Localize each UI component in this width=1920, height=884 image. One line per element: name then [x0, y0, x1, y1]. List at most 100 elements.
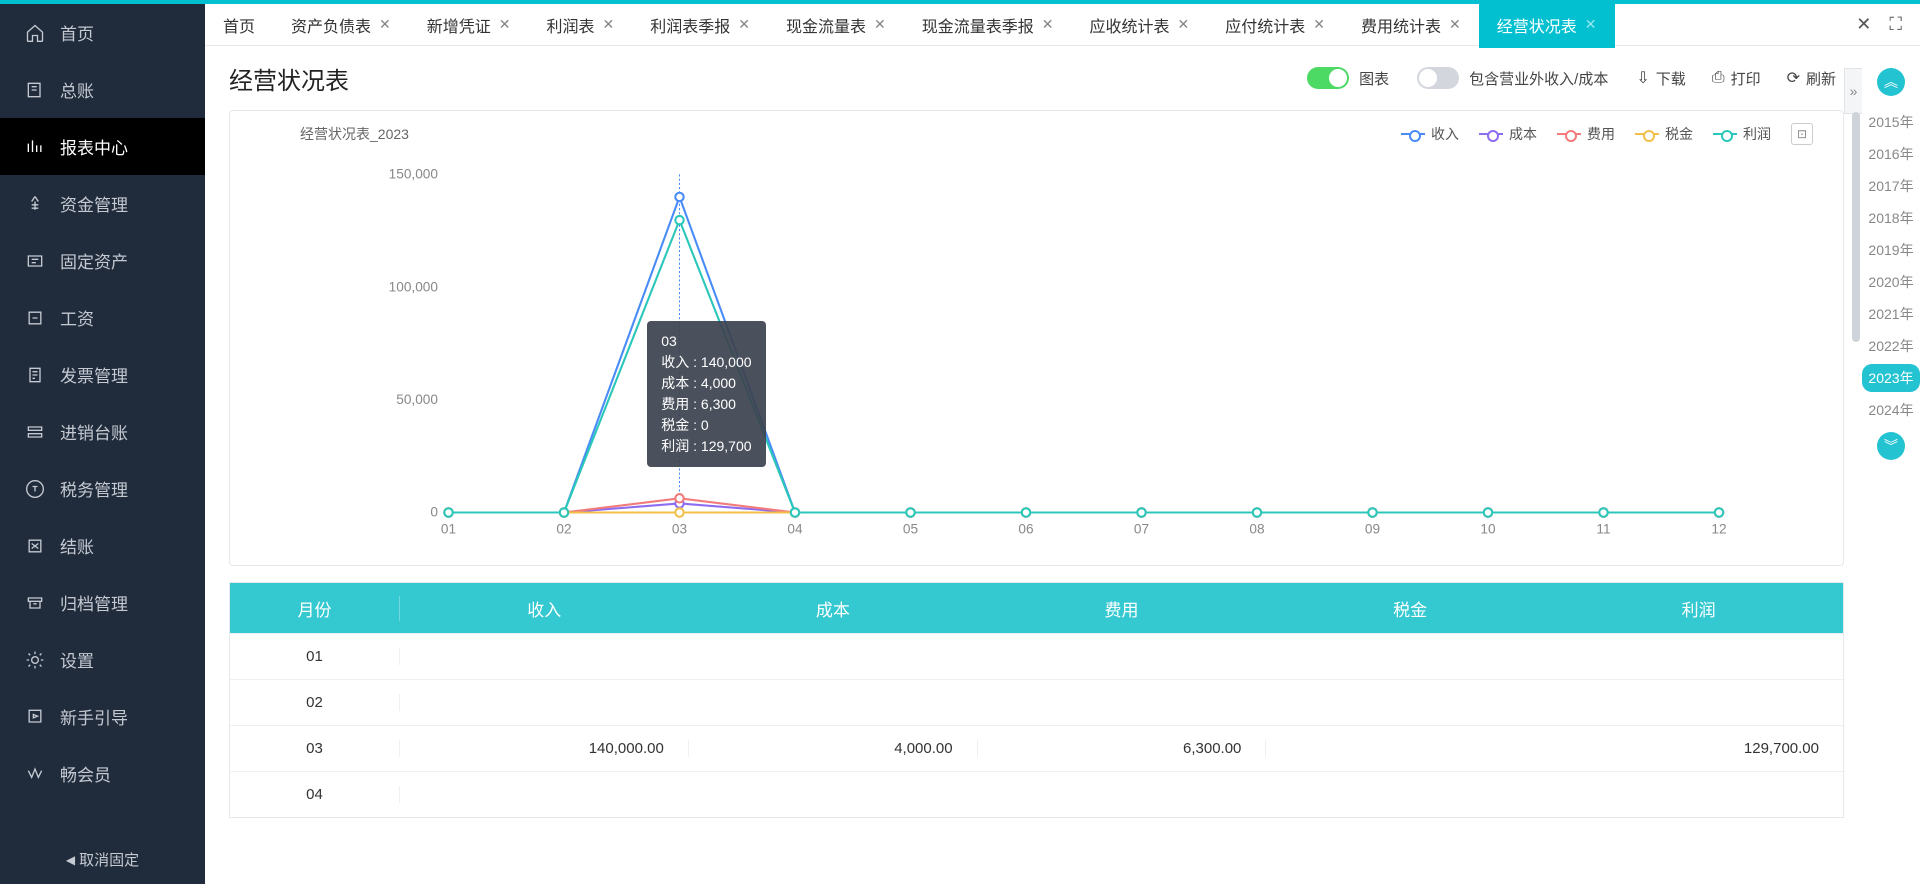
svg-text:01: 01	[441, 522, 456, 537]
cell-month: 02	[230, 694, 400, 711]
rail-expand-button[interactable]: »	[1844, 68, 1862, 114]
sidebar-item-settings[interactable]: 设置	[0, 631, 205, 688]
legend-item-成本[interactable]: 成本	[1479, 124, 1537, 144]
refresh-icon: ⟳	[1787, 68, 1800, 88]
tab-label: 应收统计表	[1090, 13, 1170, 37]
yen-icon	[24, 193, 46, 215]
sidebar-item-label: 工资	[60, 305, 94, 330]
tab-label: 新增凭证	[427, 13, 491, 37]
tab-费用统计表[interactable]: 费用统计表 ✕	[1343, 2, 1479, 48]
sidebar-item-label: 畅会员	[60, 761, 111, 786]
sidebar-item-vip[interactable]: 畅会员	[0, 745, 205, 802]
year-item-2019年[interactable]: 2019年	[1862, 236, 1919, 264]
table-row: 04	[230, 771, 1843, 817]
year-item-2022年[interactable]: 2022年	[1862, 332, 1919, 360]
fullscreen-button[interactable]: ⛶	[1889, 14, 1902, 35]
archive-icon	[24, 592, 46, 614]
tab-close-icon[interactable]: ✕	[499, 16, 511, 33]
table-header-利润: 利润	[1554, 596, 1843, 621]
svg-text:04: 04	[787, 522, 803, 537]
tab-新增凭证[interactable]: 新增凭证 ✕	[409, 2, 529, 48]
sidebar-item-guide[interactable]: 新手引导	[0, 688, 205, 745]
sidebar-item-general-ledger[interactable]: 总账	[0, 61, 205, 118]
tab-close-icon[interactable]: ✕	[1313, 16, 1325, 33]
top-accent-bar	[0, 0, 1920, 4]
tab-close-icon[interactable]: ✕	[603, 16, 615, 33]
tab-现金流量表[interactable]: 现金流量表✕	[768, 2, 904, 48]
sidebar-item-report-center[interactable]: 报表中心	[0, 118, 205, 175]
svg-text:09: 09	[1365, 522, 1380, 537]
tab-close-icon[interactable]: ✕	[379, 16, 391, 33]
cell-value: 140,000.00	[400, 740, 689, 757]
tab-利润表季报[interactable]: 利润表季报✕	[632, 2, 768, 48]
tab-close-icon[interactable]: ✕	[1042, 16, 1054, 33]
chart-toggle[interactable]	[1307, 67, 1349, 89]
tab-应付统计表[interactable]: 应付统计表✕	[1207, 2, 1343, 48]
chart-save-button[interactable]: ⊡	[1791, 123, 1813, 145]
year-item-2024年[interactable]: 2024年	[1862, 396, 1919, 424]
download-label: 下载	[1656, 68, 1686, 89]
sidebar-footer-label: 取消固定	[79, 849, 139, 870]
tab-应收统计表[interactable]: 应收统计表 ✕	[1072, 2, 1208, 48]
year-scroll-up-button[interactable]: ︽	[1877, 68, 1905, 96]
tab-close-icon[interactable]: ✕	[738, 16, 750, 33]
sidebar-item-closing[interactable]: 结账	[0, 517, 205, 574]
assets-icon	[24, 250, 46, 272]
refresh-button[interactable]: ⟳ 刷新	[1787, 68, 1836, 89]
sidebar-item-salary[interactable]: 工资	[0, 289, 205, 346]
tab-label: 费用统计表	[1361, 13, 1441, 37]
year-item-2021年[interactable]: 2021年	[1862, 300, 1919, 328]
scrollbar-thumb[interactable]	[1852, 112, 1860, 342]
tab-资产负债表[interactable]: 资产负债表 ✕	[273, 2, 409, 48]
legend-label: 税金	[1665, 124, 1693, 144]
year-scroll-down-button[interactable]: ︾	[1877, 432, 1905, 460]
chart-toggle-label: 图表	[1359, 68, 1389, 89]
tab-经营状况表[interactable]: 经营状况表✕	[1479, 2, 1615, 48]
sidebar-item-funds[interactable]: 资金管理	[0, 175, 205, 232]
print-button[interactable]: ⎙ 打印	[1712, 68, 1761, 89]
year-item-2017年[interactable]: 2017年	[1862, 172, 1919, 200]
tab-close-icon[interactable]: ✕	[874, 16, 886, 33]
legend-item-费用[interactable]: 费用	[1557, 124, 1615, 144]
year-item-2015年[interactable]: 2015年	[1862, 108, 1919, 136]
year-item-2020年[interactable]: 2020年	[1862, 268, 1919, 296]
content-scrollbar[interactable]	[1848, 112, 1862, 884]
year-rail: » ︽ 2015年2016年2017年2018年2019年2020年2021年2…	[1862, 46, 1920, 884]
sidebar-item-label: 结账	[60, 533, 94, 558]
tab-现金流量表季报[interactable]: 现金流量表季报 ✕	[904, 2, 1072, 48]
tab-label: 资产负债表	[291, 13, 371, 37]
legend-item-收入[interactable]: 收入	[1401, 124, 1459, 144]
sidebar-item-archive[interactable]: 归档管理	[0, 574, 205, 631]
table-header-月份: 月份	[230, 596, 400, 621]
sidebar-unpin-button[interactable]: ◀ 取消固定	[0, 835, 205, 884]
tab-close-icon[interactable]: ✕	[1585, 16, 1597, 33]
year-item-2018年[interactable]: 2018年	[1862, 204, 1919, 232]
sidebar-item-inventory[interactable]: 进销台账	[0, 403, 205, 460]
legend-item-利润[interactable]: 利润	[1713, 124, 1771, 144]
download-button[interactable]: ⇩ 下载	[1636, 68, 1685, 89]
sidebar-item-invoice[interactable]: 发票管理	[0, 346, 205, 403]
tab-close-icon[interactable]: ✕	[1449, 16, 1461, 33]
tab-首页[interactable]: 首页	[205, 2, 273, 48]
svg-text:10: 10	[1480, 522, 1496, 537]
sidebar-item-fixed-assets[interactable]: 固定资产	[0, 232, 205, 289]
play-icon	[24, 706, 46, 728]
year-item-2016年[interactable]: 2016年	[1862, 140, 1919, 168]
sidebar-item-tax[interactable]: 税务管理	[0, 460, 205, 517]
legend-item-税金[interactable]: 税金	[1635, 124, 1693, 144]
sidebar-item-label: 首页	[60, 20, 94, 45]
page-title: 经营状况表	[229, 61, 349, 96]
year-item-2023年[interactable]: 2023年	[1862, 364, 1919, 392]
cell-value: 129,700.00	[1555, 740, 1843, 757]
tab-label: 现金流量表季报	[922, 13, 1034, 37]
close-all-tabs-button[interactable]: ✕	[1856, 14, 1871, 35]
table-header-费用: 费用	[977, 596, 1266, 621]
sidebar-item-label: 固定资产	[60, 248, 128, 273]
line-chart[interactable]: 050,000100,000150,0000102030405060708091…	[240, 145, 1833, 565]
tab-close-icon[interactable]: ✕	[1178, 16, 1190, 33]
table-row: 03140,000.004,000.006,300.00129,700.00	[230, 725, 1843, 771]
sidebar-item-home[interactable]: 首页	[0, 4, 205, 61]
tab-利润表[interactable]: 利润表✕	[529, 2, 633, 48]
legend-mark-icon	[1635, 129, 1659, 139]
include-extra-toggle[interactable]	[1417, 67, 1459, 89]
